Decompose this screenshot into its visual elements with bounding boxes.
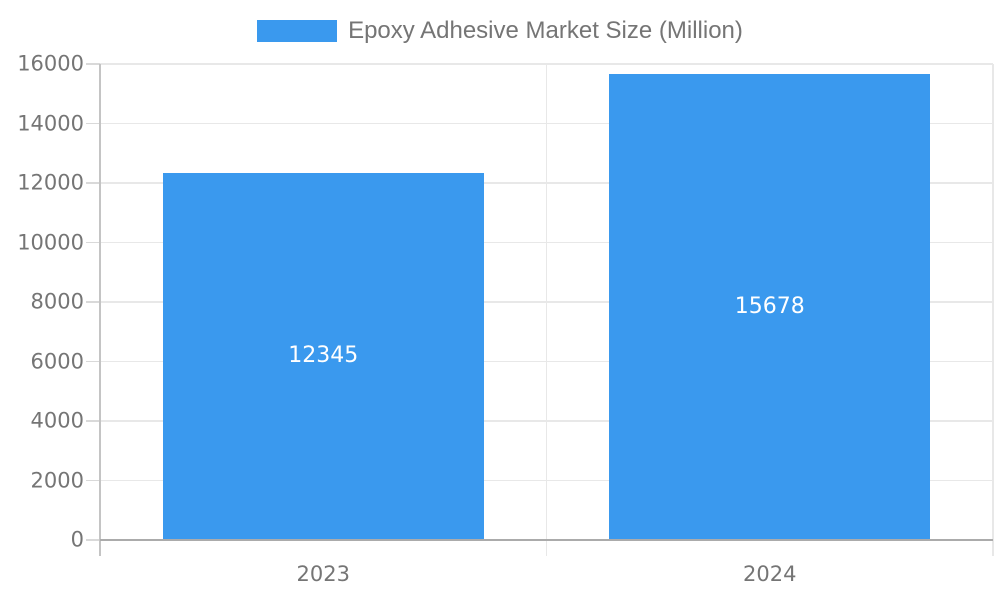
category-separator — [545, 64, 548, 556]
x-axis-line — [100, 539, 993, 541]
x-tick-label: 2023 — [296, 562, 350, 586]
y-axis-tick — [86, 360, 100, 363]
y-axis-tick — [86, 241, 100, 244]
y-tick-label: 4000 — [30, 408, 84, 433]
y-axis-line — [99, 64, 101, 556]
category-separator — [992, 64, 994, 556]
y-tick-label: 14000 — [17, 111, 84, 135]
legend-swatch — [257, 20, 338, 42]
y-axis-tick — [86, 539, 100, 541]
y-tick-label: 12000 — [17, 170, 84, 195]
y-tick-label: 0 — [70, 527, 84, 552]
y-axis-tick — [86, 301, 100, 303]
y-axis-tick — [86, 122, 100, 125]
y-axis-tick — [86, 63, 100, 65]
legend-label: Epoxy Adhesive Market Size (Million) — [348, 17, 743, 44]
legend-item[interactable]: Epoxy Adhesive Market Size (Million) — [0, 16, 1000, 46]
x-tick-label: 2024 — [743, 562, 797, 586]
bar-value-label: 12345 — [288, 343, 359, 369]
y-axis-tick — [86, 182, 100, 184]
y-tick-label: 2000 — [30, 468, 84, 492]
y-tick-label: 8000 — [30, 289, 84, 314]
bar-value-label: 15678 — [734, 293, 805, 319]
bar[interactable] — [162, 172, 484, 540]
y-tick-label: 10000 — [17, 230, 84, 254]
bar[interactable] — [609, 73, 931, 540]
y-tick-label: 6000 — [30, 349, 84, 373]
y-tick-label: 16000 — [17, 51, 84, 76]
y-axis-tick — [86, 479, 100, 482]
y-axis-tick — [86, 420, 100, 422]
